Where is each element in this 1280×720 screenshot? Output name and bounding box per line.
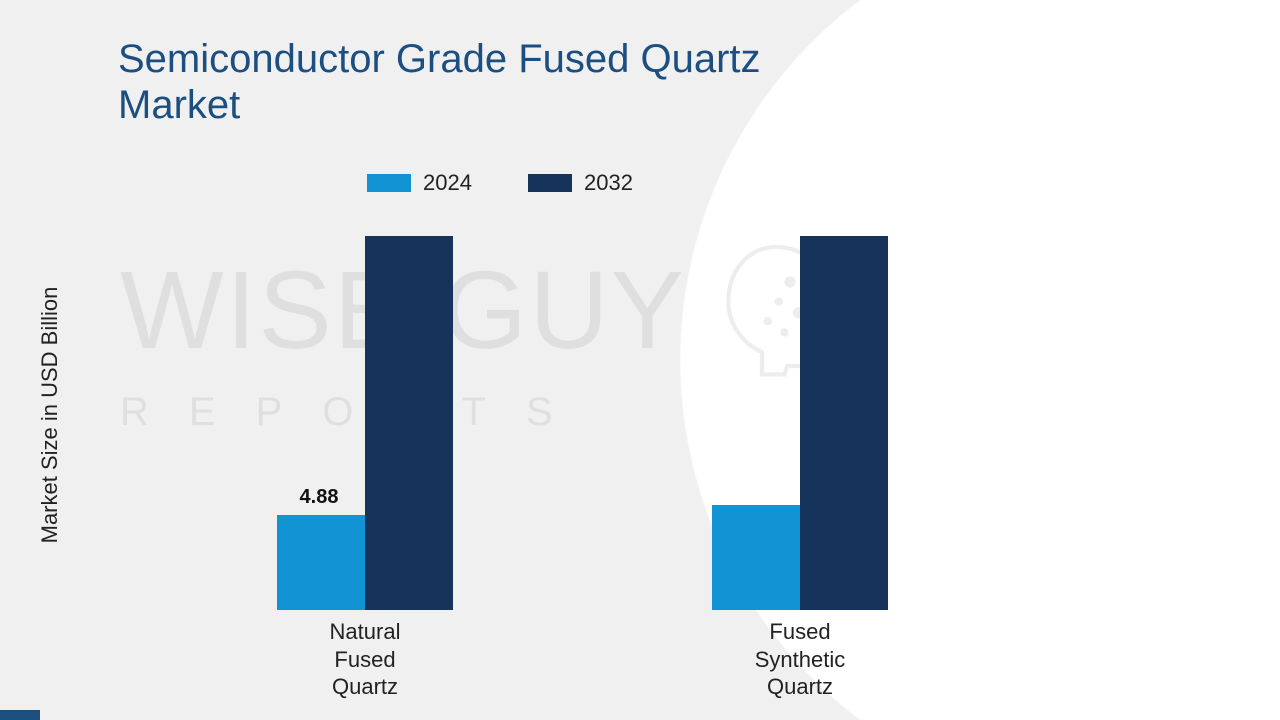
chart-plot-area: 4.88NaturalFusedQuartz FusedSyntheticQuar…	[130, 220, 950, 610]
bar-2032	[800, 236, 888, 610]
bar-2024	[712, 505, 800, 610]
category-label: FusedSyntheticQuartz	[710, 610, 890, 701]
brand-subline: REPORTS	[1018, 82, 1256, 97]
brand-logo: WISE GUY REPORTS	[1018, 28, 1256, 97]
brand-name: WISE GUY	[1018, 35, 1196, 74]
legend-swatch	[528, 174, 572, 192]
bar-2024	[277, 515, 365, 610]
category-label: NaturalFusedQuartz	[275, 610, 455, 701]
bar-group: 4.88NaturalFusedQuartz	[275, 236, 455, 610]
legend-item-2032: 2032	[528, 170, 633, 196]
chart-legend: 2024 2032	[50, 170, 950, 197]
brand-head-icon	[1204, 28, 1256, 80]
bar-group: FusedSyntheticQuartz	[710, 236, 890, 610]
legend-label: 2024	[423, 170, 472, 196]
legend-swatch	[367, 174, 411, 192]
y-axis-label: Market Size in USD Billion	[37, 287, 63, 544]
bar-2032	[365, 236, 453, 610]
legend-label: 2032	[584, 170, 633, 196]
bar-chart: Market Size in USD Billion 20242032 4.88…	[50, 170, 950, 700]
legend-item-2024: 2024	[367, 170, 472, 196]
bar-value-label: 4.88	[275, 486, 363, 509]
chart-title: Semiconductor Grade Fused Quartz Market	[118, 36, 858, 128]
infographic-stage: WISE GUY REPORTS Semiconductor Grade Fus…	[0, 0, 1280, 720]
bottom-accent-bar	[0, 710, 40, 720]
